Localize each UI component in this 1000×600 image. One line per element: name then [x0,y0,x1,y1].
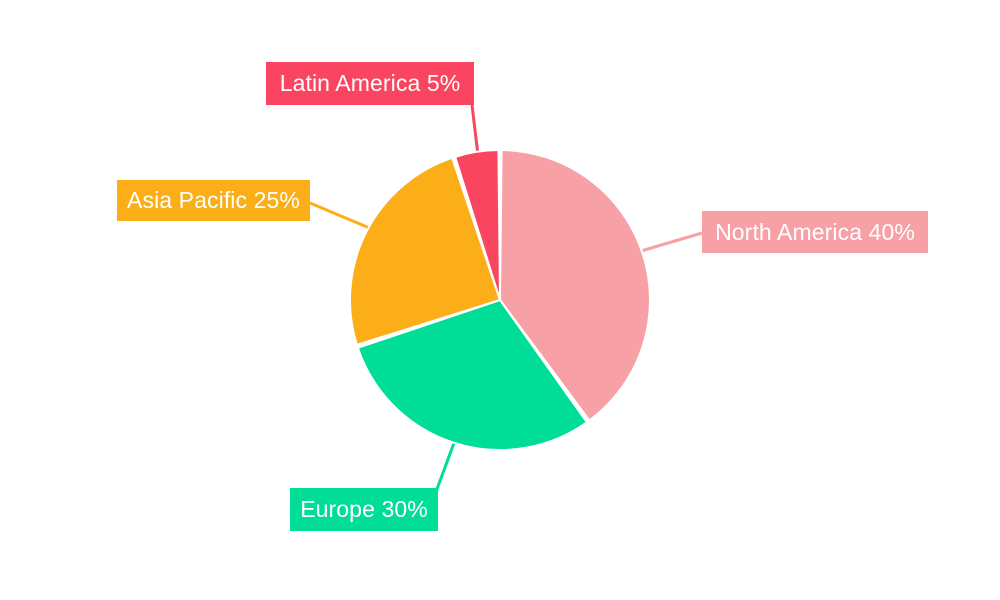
pie-label-europe[interactable]: Europe 30% [290,488,438,531]
pie-label-north-america[interactable]: North America 40% [702,211,928,253]
pie-label-latin-america[interactable]: Latin America 5% [266,62,474,105]
pie-slice-north-america[interactable] [498,148,651,422]
leader-line-latin-america [470,104,480,156]
pie-slice-asia-pacific[interactable] [349,156,502,347]
pie-slice-latin-america[interactable] [453,148,501,301]
leader-line-europe [435,442,456,490]
pie-label-asia-pacific[interactable]: Asia Pacific 25% [117,180,310,221]
pie-slices [349,148,651,451]
leader-line-north-america [640,231,703,253]
leader-line-asia-pacific [309,201,380,234]
leader-lines [309,104,703,490]
pie-slice-europe[interactable] [356,298,589,451]
